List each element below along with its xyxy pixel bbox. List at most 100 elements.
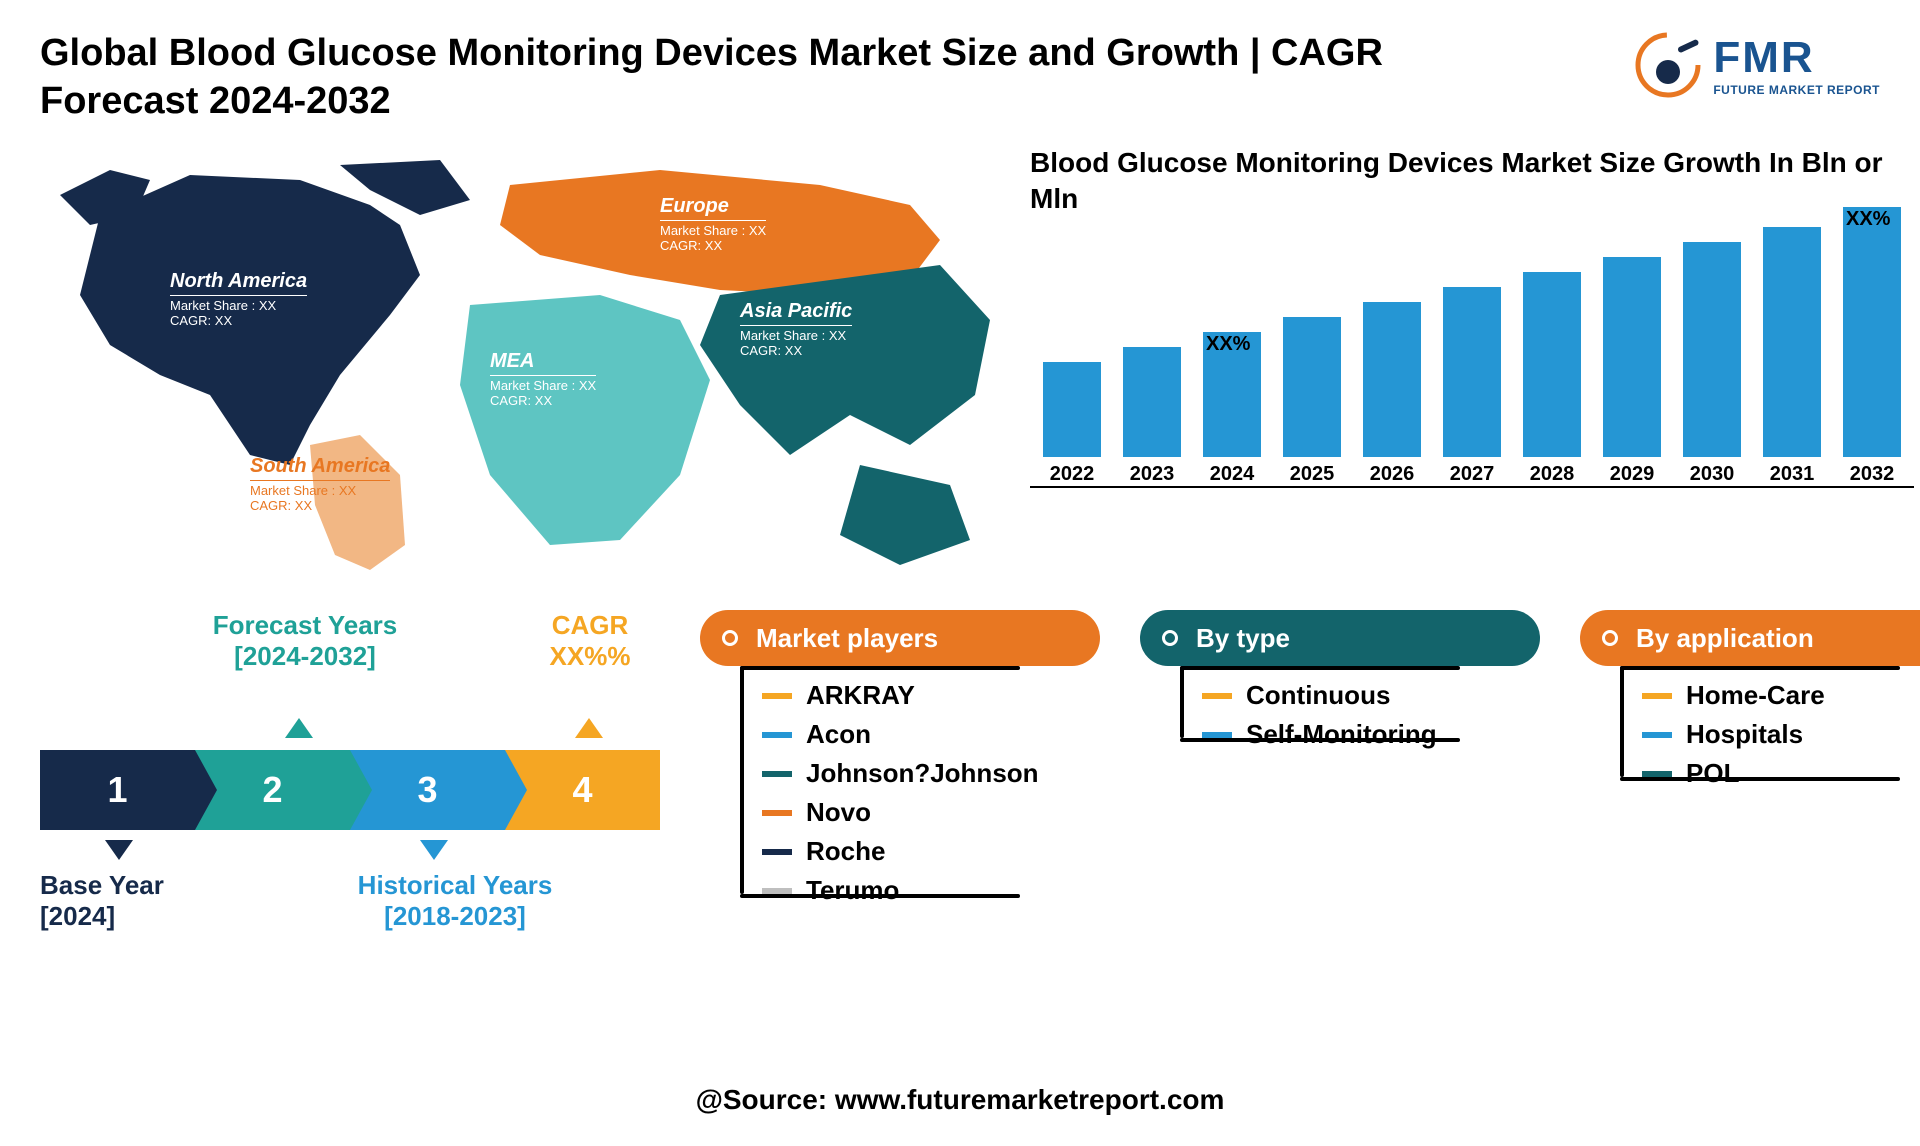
bar-col: 2025 <box>1278 317 1346 486</box>
bar-col: 2022 <box>1038 362 1106 486</box>
by-application-list: Home-Care Hospitals POL <box>1620 680 1920 789</box>
dash-icon <box>1202 693 1232 699</box>
bar <box>1283 317 1341 457</box>
bar-col: 2032 <box>1838 207 1906 486</box>
bullet-icon <box>1602 630 1618 646</box>
bar-col: 2029 <box>1598 257 1666 486</box>
list-item: Home-Care <box>1642 680 1920 711</box>
dash-icon <box>762 888 792 894</box>
pill-title: Market players <box>756 623 938 654</box>
bar <box>1603 257 1661 457</box>
dash-icon <box>762 693 792 699</box>
list-item: Hospitals <box>1642 719 1920 750</box>
bar-category-label: 2031 <box>1770 463 1815 486</box>
dash-icon <box>762 810 792 816</box>
pill-market-players: Market players <box>700 610 1100 666</box>
top-row: North America Market Share : XX CAGR: XX… <box>40 145 1880 575</box>
dash-icon <box>762 732 792 738</box>
dash-icon <box>1202 732 1232 738</box>
pill-title: By application <box>1636 623 1814 654</box>
logo-icon <box>1633 30 1703 100</box>
chart-title: Blood Glucose Monitoring Devices Market … <box>1030 145 1914 218</box>
timeline-track: 1 2 3 4 <box>40 750 660 830</box>
pill-by-application: By application <box>1580 610 1920 666</box>
bar-category-label: 2026 <box>1370 463 1415 486</box>
list-item-text: Terumo <box>806 875 899 906</box>
list-item-text: Home-Care <box>1686 680 1825 711</box>
list-item: Roche <box>762 836 1100 867</box>
pill-by-type: By type <box>1140 610 1540 666</box>
logo-brand-text: FMR <box>1713 33 1880 83</box>
pill-title: By type <box>1196 623 1290 654</box>
list-item: ARKRAY <box>762 680 1100 711</box>
source-line: @Source: www.futuremarketreport.com <box>0 1084 1920 1116</box>
dash-icon <box>762 771 792 777</box>
list-item-text: Acon <box>806 719 871 750</box>
by-type-section: By type Continuous Self-Monitoring <box>1140 610 1540 758</box>
timeline-label-cagr: CAGR XX%% <box>520 610 660 672</box>
dash-icon <box>762 849 792 855</box>
timeline-label-base: Base Year [2024] <box>40 870 200 932</box>
list-item-text: Continuous <box>1246 680 1390 711</box>
triangle-up-icon <box>575 718 603 738</box>
bar-col: 2031 <box>1758 227 1826 486</box>
bar-category-label: 2029 <box>1610 463 1655 486</box>
bar-col: 2026 <box>1358 302 1426 486</box>
list-item: Terumo <box>762 875 1100 906</box>
list-item: Johnson?Johnson <box>762 758 1100 789</box>
by-type-list: Continuous Self-Monitoring <box>1180 680 1540 750</box>
bar-col: 2030 <box>1678 242 1746 486</box>
bottom-row: Forecast Years [2024-2032] CAGR XX%% 1 2… <box>40 610 1880 970</box>
bar-annotation: XX% <box>1206 333 1250 356</box>
logo-tagline: FUTURE MARKET REPORT <box>1713 83 1880 97</box>
timeline-seg-2: 2 <box>195 750 350 830</box>
list-item-text: Hospitals <box>1686 719 1803 750</box>
list-item-text: Roche <box>806 836 885 867</box>
list-item: Acon <box>762 719 1100 750</box>
bar-category-label: 2032 <box>1850 463 1895 486</box>
timeline-label-forecast: Forecast Years [2024-2032] <box>205 610 405 672</box>
bullet-icon <box>722 630 738 646</box>
bar-category-label: 2022 <box>1050 463 1095 486</box>
header: Global Blood Glucose Monitoring Devices … <box>40 30 1880 125</box>
list-item: Continuous <box>1202 680 1540 711</box>
list-item-text: Novo <box>806 797 871 828</box>
bar-annotation: XX% <box>1846 208 1890 231</box>
label-north-america: North America Market Share : XX CAGR: XX <box>170 270 307 328</box>
bar <box>1523 272 1581 457</box>
page-title: Global Blood Glucose Monitoring Devices … <box>40 30 1540 125</box>
list-item: Novo <box>762 797 1100 828</box>
bar-col: 2023 <box>1118 347 1186 486</box>
bar-category-label: 2024 <box>1210 463 1255 486</box>
timeline-seg-4: 4 <box>505 750 660 830</box>
dash-icon <box>1642 693 1672 699</box>
timeline-label-historical: Historical Years [2018-2023] <box>340 870 570 932</box>
brand-logo: FMR FUTURE MARKET REPORT <box>1633 30 1880 100</box>
triangle-down-icon <box>105 840 133 860</box>
bar <box>1043 362 1101 457</box>
label-mea: MEA Market Share : XX CAGR: XX <box>490 350 596 408</box>
bar-category-label: 2027 <box>1450 463 1495 486</box>
bar-col: 2028 <box>1518 272 1586 486</box>
label-europe: Europe Market Share : XX CAGR: XX <box>660 195 766 253</box>
bar-category-label: 2025 <box>1290 463 1335 486</box>
bar <box>1443 287 1501 457</box>
bar <box>1123 347 1181 457</box>
timeline-seg-3: 3 <box>350 750 505 830</box>
dash-icon <box>1642 771 1672 777</box>
market-players-section: Market players ARKRAY Acon Johnson?Johnson… <box>700 610 1100 914</box>
world-map: North America Market Share : XX CAGR: XX… <box>40 145 1000 575</box>
map-region-mea <box>460 295 710 545</box>
growth-bar-chart: Blood Glucose Monitoring Devices Market … <box>1030 145 1914 575</box>
bar <box>1683 242 1741 457</box>
market-players-list: ARKRAY Acon Johnson?Johnson Novo Roche Terumo <box>740 680 1100 906</box>
label-south-america: South America Market Share : XX CAGR: XX <box>250 455 390 513</box>
label-asia-pacific: Asia Pacific Market Share : XX CAGR: XX <box>740 300 852 358</box>
list-item: Self-Monitoring <box>1202 719 1540 750</box>
bar <box>1763 227 1821 457</box>
list-item-text: POL <box>1686 758 1739 789</box>
bar-category-label: 2023 <box>1130 463 1175 486</box>
timeline-seg-1: 1 <box>40 750 195 830</box>
bar <box>1363 302 1421 457</box>
timeline: Forecast Years [2024-2032] CAGR XX%% 1 2… <box>40 610 660 970</box>
